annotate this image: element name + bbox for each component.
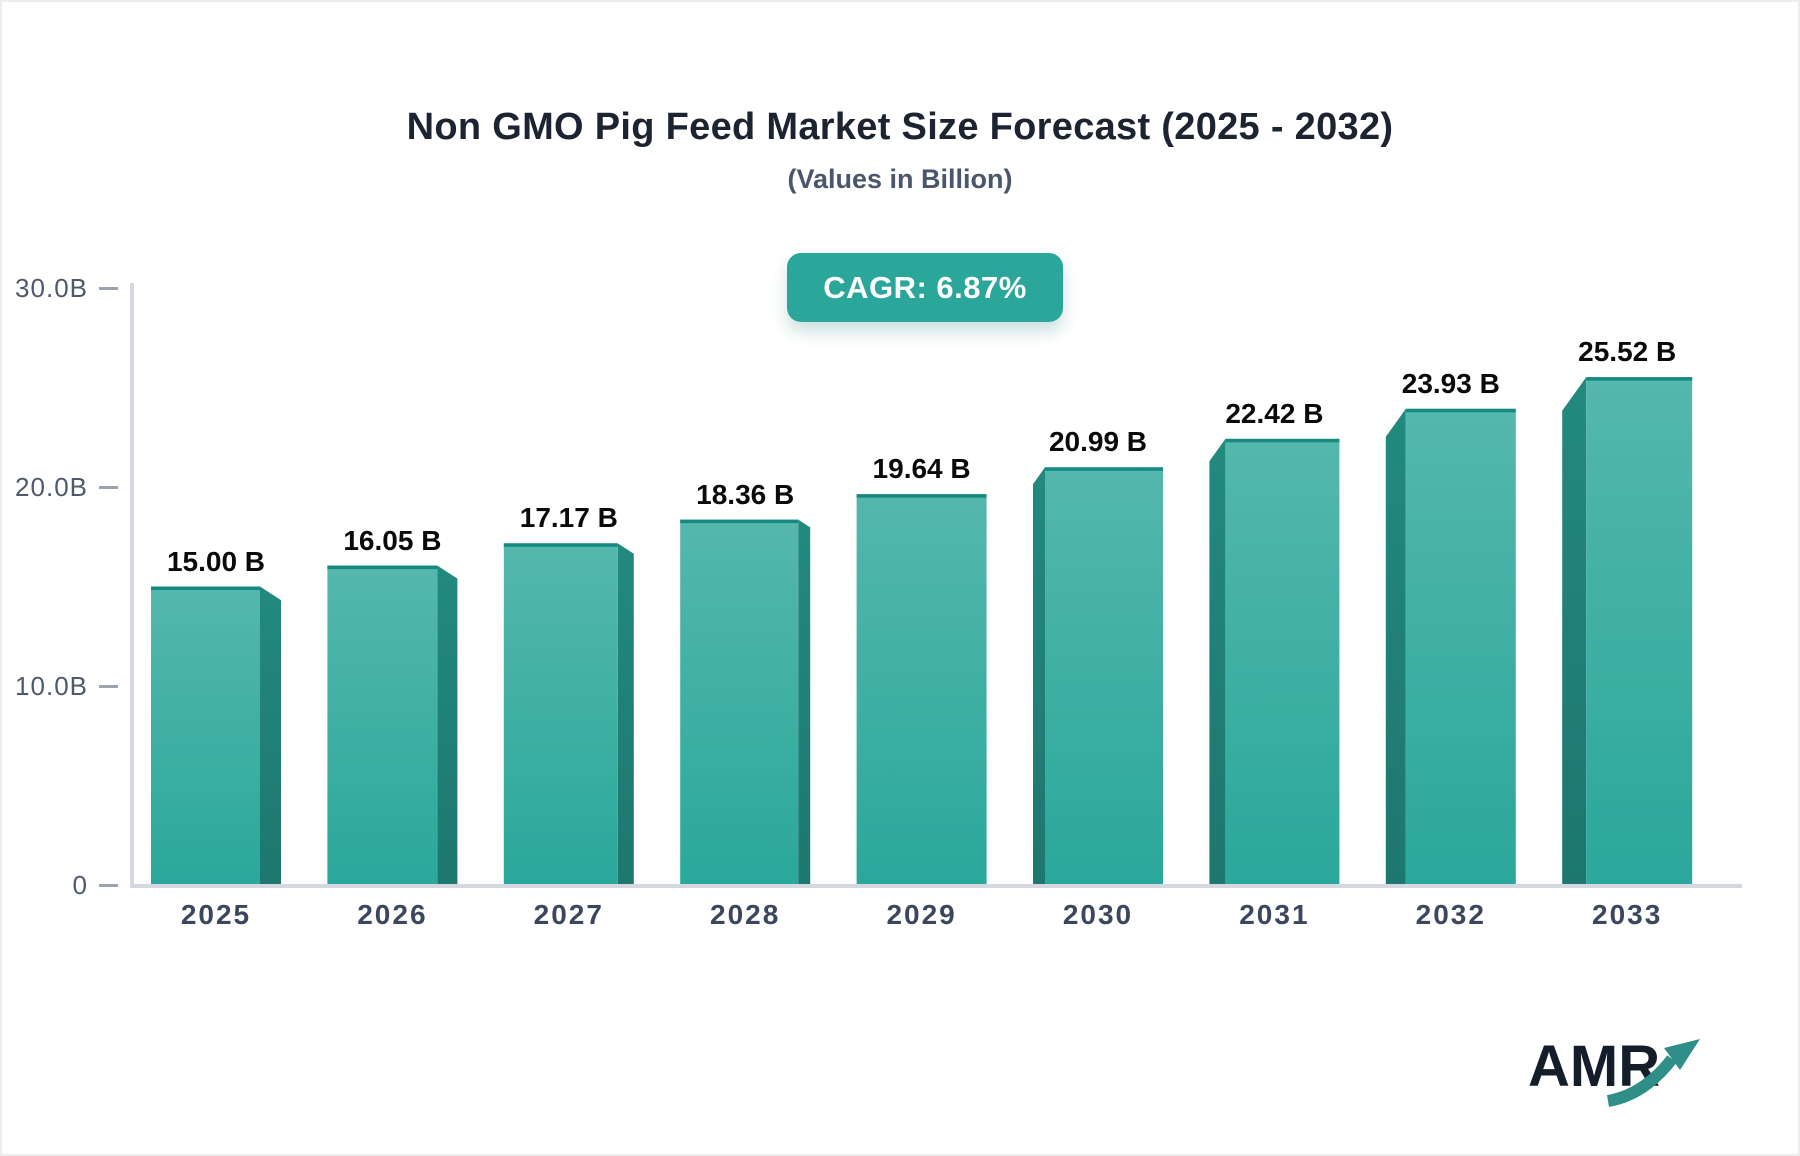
bar-2031	[1209, 438, 1340, 885]
bar-top-edge	[1405, 408, 1516, 413]
bar-face	[1045, 467, 1163, 885]
x-tick-label-2028: 2028	[710, 899, 781, 930]
bar-face	[327, 565, 438, 885]
cagr-badge-label: CAGR: 6.87%	[823, 269, 1027, 305]
chart-subtitle: (Values in Billion)	[787, 164, 1013, 194]
bar-2030	[1033, 467, 1163, 885]
bar-value-label-2027: 17.17 B	[519, 502, 618, 534]
x-tick-label-2025: 2025	[180, 899, 252, 930]
bar-2032	[1385, 408, 1516, 885]
bar-value-label-2026: 16.05 B	[343, 524, 442, 556]
bar-value-label-2030: 20.99 B	[1048, 426, 1148, 458]
bar-top-edge	[503, 543, 618, 547]
bar-2029	[856, 494, 987, 885]
bar-2027	[503, 543, 634, 885]
bar-2028	[680, 519, 811, 885]
y-tick-label: 10.0B	[15, 671, 88, 701]
x-tick-label-2032: 2032	[1415, 899, 1486, 930]
bar-2026	[327, 565, 458, 885]
bar-face	[680, 519, 799, 885]
y-tick-mark	[99, 684, 118, 688]
bar-top-edge	[680, 519, 799, 524]
bar-top-edge	[1045, 467, 1163, 471]
cagr-badge: CAGR: 6.87%	[787, 253, 1063, 322]
x-tick-label-2029: 2029	[886, 899, 957, 930]
bar-value-label-2033: 25.52 B	[1578, 336, 1677, 368]
y-tick-mark	[99, 485, 118, 489]
bar-side-face	[1209, 438, 1226, 885]
bar-2025	[151, 586, 281, 885]
x-tick-label-2027: 2027	[533, 899, 604, 930]
bar-face	[1225, 438, 1340, 885]
chart-title: Non GMO Pig Feed Market Size Forecast (2…	[406, 106, 1394, 148]
bar-top-edge	[327, 565, 438, 570]
bar-value-label-2028: 18.36 B	[696, 478, 795, 510]
bar-2033	[1562, 377, 1693, 885]
bar-top-edge	[1225, 438, 1340, 443]
x-tick-label-2030: 2030	[1062, 899, 1134, 930]
x-axis-line	[130, 884, 1742, 888]
bar-value-label-2025: 15.00 B	[166, 545, 266, 577]
bar-side-face	[437, 565, 458, 885]
bar-face	[1405, 408, 1516, 885]
bar-face	[503, 543, 618, 885]
x-tick-label-2031: 2031	[1239, 899, 1310, 930]
bar-top-edge	[856, 494, 987, 498]
bar-face	[151, 586, 260, 885]
y-tick-label: 0	[72, 870, 88, 900]
y-tick-label: 20.0B	[15, 472, 88, 502]
growth-arrow-icon	[1606, 1039, 1700, 1107]
y-tick-label: 30.0B	[15, 273, 88, 303]
bar-top-edge	[1586, 377, 1693, 381]
x-tick-label-2026: 2026	[357, 899, 428, 930]
y-tick-mark	[99, 883, 118, 887]
bar-side-face	[1562, 377, 1587, 885]
bar-side-face	[1385, 408, 1406, 885]
y-axis-line	[130, 283, 134, 888]
bar-side-face	[617, 543, 634, 885]
bar-value-label-2029: 19.64 B	[872, 453, 971, 485]
bar-side-face	[1033, 467, 1045, 885]
x-tick-label-2033: 2033	[1592, 899, 1663, 930]
bar-face	[1586, 377, 1693, 885]
bar-top-edge	[151, 586, 260, 590]
bar-value-label-2032: 23.93 B	[1401, 367, 1500, 399]
y-tick-mark	[99, 286, 118, 290]
bar-face	[856, 494, 987, 885]
bar-value-label-2031: 22.42 B	[1225, 397, 1324, 429]
bar-side-face	[798, 519, 811, 885]
bar-side-face	[260, 586, 281, 885]
amr-logo: AMR	[1528, 1033, 1728, 1113]
